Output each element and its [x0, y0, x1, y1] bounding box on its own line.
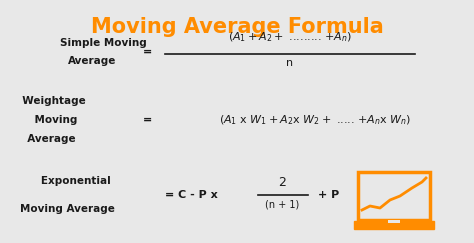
Text: Simple Moving: Simple Moving [60, 38, 147, 48]
Text: Average: Average [20, 134, 76, 144]
Text: =: = [143, 47, 153, 57]
Text: Average: Average [68, 56, 117, 66]
Text: n: n [286, 58, 293, 68]
Text: Moving Average: Moving Average [20, 204, 115, 214]
Text: =: = [143, 115, 153, 125]
Text: + P: + P [318, 190, 339, 200]
Text: 2: 2 [278, 176, 286, 189]
Bar [388, 220, 400, 223]
Text: (n + 1): (n + 1) [265, 199, 299, 209]
Bar [358, 172, 430, 220]
Text: Exponential: Exponential [30, 176, 111, 186]
Bar [354, 221, 434, 229]
Text: Weightage: Weightage [15, 96, 86, 106]
Text: $(A_1 + A_2 +$ ......... $+ A_n)$: $(A_1 + A_2 +$ ......... $+ A_n)$ [228, 30, 352, 44]
Text: Moving Average Formula: Moving Average Formula [91, 17, 383, 37]
Text: = C - P x: = C - P x [165, 190, 218, 200]
Text: $(A_1$ x $W_1 + A_2$x $W_2+$ ..... $+ A_n$x $W_n)$: $(A_1$ x $W_1 + A_2$x $W_2+$ ..... $+ A_… [219, 113, 411, 127]
Text: Moving: Moving [20, 115, 77, 125]
